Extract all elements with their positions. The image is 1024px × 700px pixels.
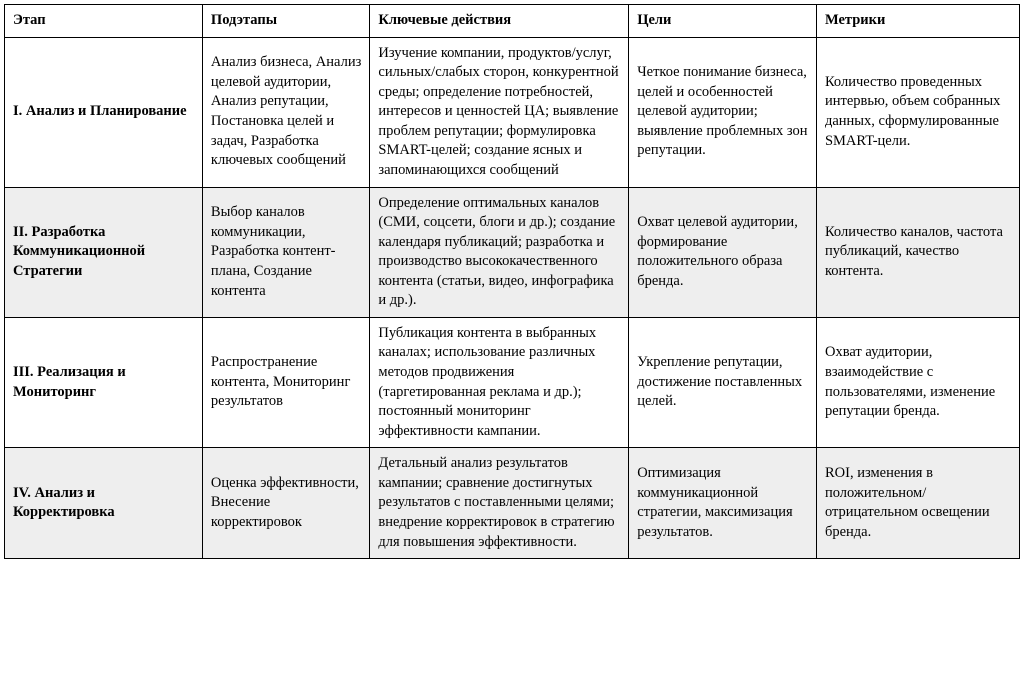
cell-substage: Выбор каналов коммуникации, Разработка к… — [202, 187, 369, 317]
cell-metrics: Охват аудитории, взаимодействие с пользо… — [816, 317, 1019, 447]
table-row: III. Реализация и Мониторинг Распростран… — [5, 317, 1020, 447]
cell-substage: Анализ бизнеса, Анализ целевой аудитории… — [202, 37, 369, 187]
table-row: I. Анализ и Планирование Анализ бизнеса,… — [5, 37, 1020, 187]
cell-goals: Четкое понимание бизнеса, целей и особен… — [629, 37, 817, 187]
cell-substage: Оценка эффективности, Внесение корректир… — [202, 448, 369, 559]
cell-actions: Детальный анализ результатов кампании; с… — [370, 448, 629, 559]
cell-stage: IV. Анализ и Корректировка — [5, 448, 203, 559]
cell-metrics: Количество проведенных интервью, объем с… — [816, 37, 1019, 187]
header-actions: Ключевые действия — [370, 5, 629, 38]
cell-goals: Охват целевой аудитории, формирование по… — [629, 187, 817, 317]
cell-metrics: Количество каналов, частота публикаций, … — [816, 187, 1019, 317]
table-row: II. Разработка Коммуникационной Стратеги… — [5, 187, 1020, 317]
cell-stage: III. Реализация и Мониторинг — [5, 317, 203, 447]
header-substage: Подэтапы — [202, 5, 369, 38]
cell-metrics: ROI, изменения в положительном/отрицател… — [816, 448, 1019, 559]
cell-stage: II. Разработка Коммуникационной Стратеги… — [5, 187, 203, 317]
cell-goals: Оптимизация коммуникационной стратегии, … — [629, 448, 817, 559]
cell-actions: Изучение компании, продуктов/услуг, силь… — [370, 37, 629, 187]
table-row: IV. Анализ и Корректировка Оценка эффект… — [5, 448, 1020, 559]
cell-actions: Публикация контента в выбранных каналах;… — [370, 317, 629, 447]
header-stage: Этап — [5, 5, 203, 38]
cell-goals: Укрепление репутации, достижение поставл… — [629, 317, 817, 447]
cell-actions: Определение оптимальных каналов (СМИ, со… — [370, 187, 629, 317]
communication-strategy-table: Этап Подэтапы Ключевые действия Цели Мет… — [4, 4, 1020, 559]
cell-substage: Распространение контента, Мониторинг рез… — [202, 317, 369, 447]
header-metrics: Метрики — [816, 5, 1019, 38]
table-header-row: Этап Подэтапы Ключевые действия Цели Мет… — [5, 5, 1020, 38]
cell-stage: I. Анализ и Планирование — [5, 37, 203, 187]
header-goals: Цели — [629, 5, 817, 38]
